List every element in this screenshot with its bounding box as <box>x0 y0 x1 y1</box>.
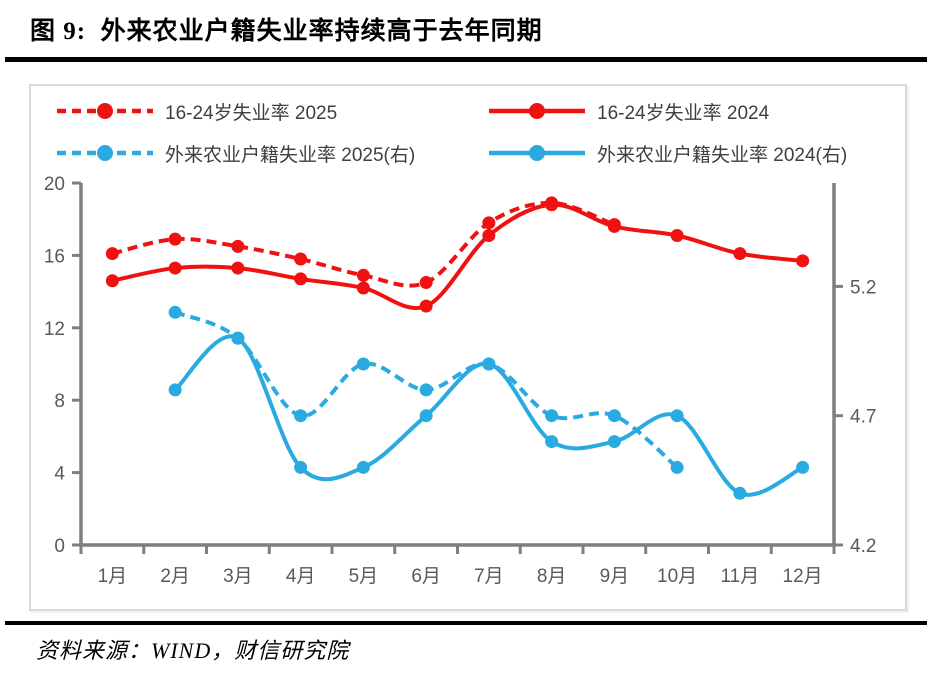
x-axis-tick-label: 2月 <box>160 566 190 587</box>
x-axis-tick-label: 9月 <box>600 566 630 587</box>
data-point-series-1 <box>670 228 684 242</box>
legend-label: 16-24岁失业率 2024 <box>597 102 770 124</box>
data-point-series-3 <box>733 486 747 500</box>
data-point-series-3 <box>356 460 370 474</box>
source-divider <box>5 621 927 625</box>
x-axis-tick-label: 6月 <box>411 566 441 587</box>
data-point-series-1 <box>168 261 182 275</box>
data-point-series-3 <box>294 460 308 474</box>
data-point-series-0 <box>168 232 182 246</box>
data-point-series-1 <box>105 274 119 288</box>
data-point-series-3 <box>419 409 433 423</box>
legend-label: 16-24岁失业率 2025 <box>165 102 338 124</box>
data-point-series-3 <box>231 331 245 345</box>
figure-title: 图 9: 外来农业户籍失业率持续高于去年同期 <box>30 18 543 45</box>
data-point-series-1 <box>607 219 621 233</box>
data-point-series-0 <box>419 276 433 290</box>
x-axis-tick-label: 4月 <box>286 566 316 587</box>
x-axis-tick-label: 5月 <box>349 566 379 587</box>
data-point-series-0 <box>356 268 370 282</box>
x-axis-tick-label: 10月 <box>657 566 697 587</box>
data-point-series-2 <box>419 383 433 397</box>
data-point-series-3 <box>670 409 684 423</box>
source-note: 资料来源：WIND，财信研究院 <box>36 638 350 663</box>
data-point-series-1 <box>482 228 496 242</box>
legend-solid-line-sample <box>489 103 585 119</box>
y-axis-left-tick-label: 16 <box>44 246 65 267</box>
legend-label: 外来农业户籍失业率 2025(右) <box>165 144 416 166</box>
data-point-series-3 <box>545 435 559 449</box>
data-point-series-2 <box>607 409 621 423</box>
x-axis-tick-label: 7月 <box>474 566 504 587</box>
series-line-1 <box>111 202 803 310</box>
chart-legend: 16-24岁失业率 2025 16-24岁失业率 2024 外来农业户籍失业率 20… <box>57 96 887 168</box>
legend-item-3: 外来农业户籍失业率 2024(右) <box>489 138 887 168</box>
data-point-series-3 <box>482 357 496 371</box>
y-axis-right-tick-label: 4.2 <box>850 536 876 557</box>
legend-item-0: 16-24岁失业率 2025 <box>57 96 489 126</box>
data-point-series-1 <box>796 254 810 268</box>
data-point-series-2 <box>670 460 684 474</box>
x-axis-tick-label: 11月 <box>721 566 760 587</box>
data-point-series-2 <box>294 409 308 423</box>
y-axis-right-tick-label: 4.7 <box>850 407 876 428</box>
data-point-series-0 <box>482 216 496 230</box>
chart-svg: 0 4 8 12 16 20 4.2 4.7 5.2 1月 2月 3月 4月 5月 6月 7月 8月 9月 10月 1… <box>44 174 877 587</box>
title-divider <box>5 57 927 62</box>
data-point-series-0 <box>105 247 119 261</box>
x-axis-tick-label: 12月 <box>783 566 823 587</box>
data-point-series-3 <box>607 435 621 449</box>
legend-label: 外来农业户籍失业率 2024(右) <box>597 144 848 166</box>
legend-item-1: 16-24岁失业率 2024 <box>489 96 887 126</box>
data-point-series-1 <box>356 281 370 295</box>
data-point-series-1 <box>294 272 308 286</box>
data-point-series-1 <box>733 247 747 261</box>
y-axis-left-tick-label: 12 <box>44 319 65 340</box>
data-point-series-1 <box>545 198 559 212</box>
data-point-series-2 <box>545 409 559 423</box>
y-axis-left-tick-label: 20 <box>44 174 65 195</box>
y-axis-left-tick-label: 8 <box>54 391 65 412</box>
data-point-series-3 <box>168 383 182 397</box>
x-axis-tick-label: 1月 <box>98 566 128 587</box>
y-axis-left-tick-label: 4 <box>54 464 65 485</box>
legend-dashed-line-sample <box>57 145 153 161</box>
legend-solid-line-sample <box>489 145 585 161</box>
y-axis-right-tick-label: 5.2 <box>850 277 876 298</box>
legend-item-2: 外来农业户籍失业率 2025(右) <box>57 138 489 168</box>
y-axis-left-tick-label: 0 <box>54 536 65 557</box>
legend-dashed-line-sample <box>57 103 153 119</box>
data-point-series-0 <box>294 252 308 266</box>
x-axis-tick-label: 3月 <box>223 566 253 587</box>
data-point-series-3 <box>796 460 810 474</box>
data-point-series-1 <box>419 299 433 313</box>
data-point-series-0 <box>231 239 245 253</box>
x-axis-tick-label: 8月 <box>537 566 567 587</box>
data-point-series-2 <box>168 305 182 319</box>
data-point-series-1 <box>231 261 245 275</box>
chart-panel: 0 4 8 12 16 20 4.2 4.7 5.2 1月 2月 3月 4月 5月 6月 7月 8月 9月 10月 1… <box>29 84 907 611</box>
data-point-series-2 <box>356 357 370 371</box>
